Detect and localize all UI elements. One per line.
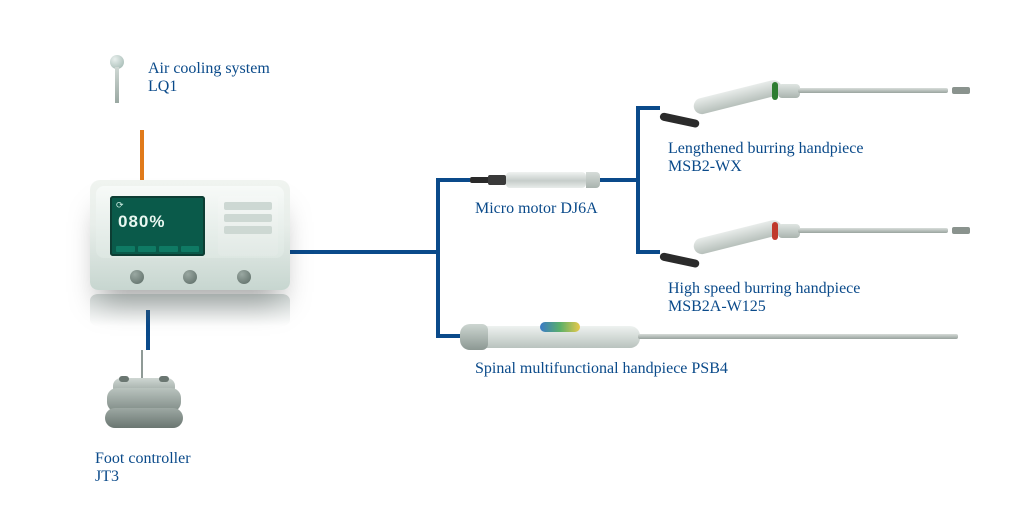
micro-motor-label: Micro motor DJ6A xyxy=(475,200,598,218)
connector-split-v xyxy=(636,106,640,254)
unit-screen-percent: 080% xyxy=(118,212,165,232)
connector-motor-out xyxy=(600,178,640,182)
spinal-handpiece-label: Spinal multifunctional handpiece PSB4 xyxy=(475,360,728,378)
micro-motor xyxy=(470,170,600,190)
connector-to-motor xyxy=(436,178,470,182)
foot-controller-title: Foot controller xyxy=(95,450,191,468)
control-unit: ⟳ 080% xyxy=(90,180,290,290)
highspeed-handpiece-label: High speed burring handpiece MSB2A-W125 xyxy=(668,280,860,316)
connector-to-hp-bot xyxy=(636,250,660,254)
highspeed-handpiece xyxy=(660,212,970,272)
unit-screen: ⟳ 080% xyxy=(110,196,205,256)
air-cooling-device xyxy=(108,55,128,103)
spinal-handpiece-title: Spinal multifunctional handpiece PSB4 xyxy=(475,360,728,378)
rotate-icon: ⟳ xyxy=(116,200,124,211)
air-cooling-title: Air cooling system xyxy=(148,60,270,78)
lengthened-handpiece-title: Lengthened burring handpiece xyxy=(668,140,863,158)
foot-controller-label: Foot controller JT3 xyxy=(95,450,191,486)
spinal-handpiece xyxy=(460,320,960,356)
lengthened-handpiece xyxy=(660,72,970,132)
connector-trunk-v xyxy=(436,178,440,338)
control-unit-reflection xyxy=(90,294,290,326)
foot-controller xyxy=(105,378,183,434)
connector-to-hp-top xyxy=(636,106,660,110)
diagram-stage: Air cooling system LQ1 ⟳ 080% Foot contr… xyxy=(0,0,1011,510)
foot-controller-model: JT3 xyxy=(95,468,191,486)
connector-trunk-h xyxy=(290,250,440,254)
highspeed-handpiece-title: High speed burring handpiece xyxy=(668,280,860,298)
micro-motor-title: Micro motor DJ6A xyxy=(475,200,598,218)
air-cooling-model: LQ1 xyxy=(148,78,270,96)
lengthened-handpiece-label: Lengthened burring handpiece MSB2-WX xyxy=(668,140,863,176)
highspeed-handpiece-model: MSB2A-W125 xyxy=(668,298,860,316)
air-cooling-label: Air cooling system LQ1 xyxy=(148,60,270,96)
connector-to-spinal xyxy=(436,334,460,338)
connector-air-to-unit xyxy=(140,130,144,180)
lengthened-handpiece-model: MSB2-WX xyxy=(668,158,863,176)
